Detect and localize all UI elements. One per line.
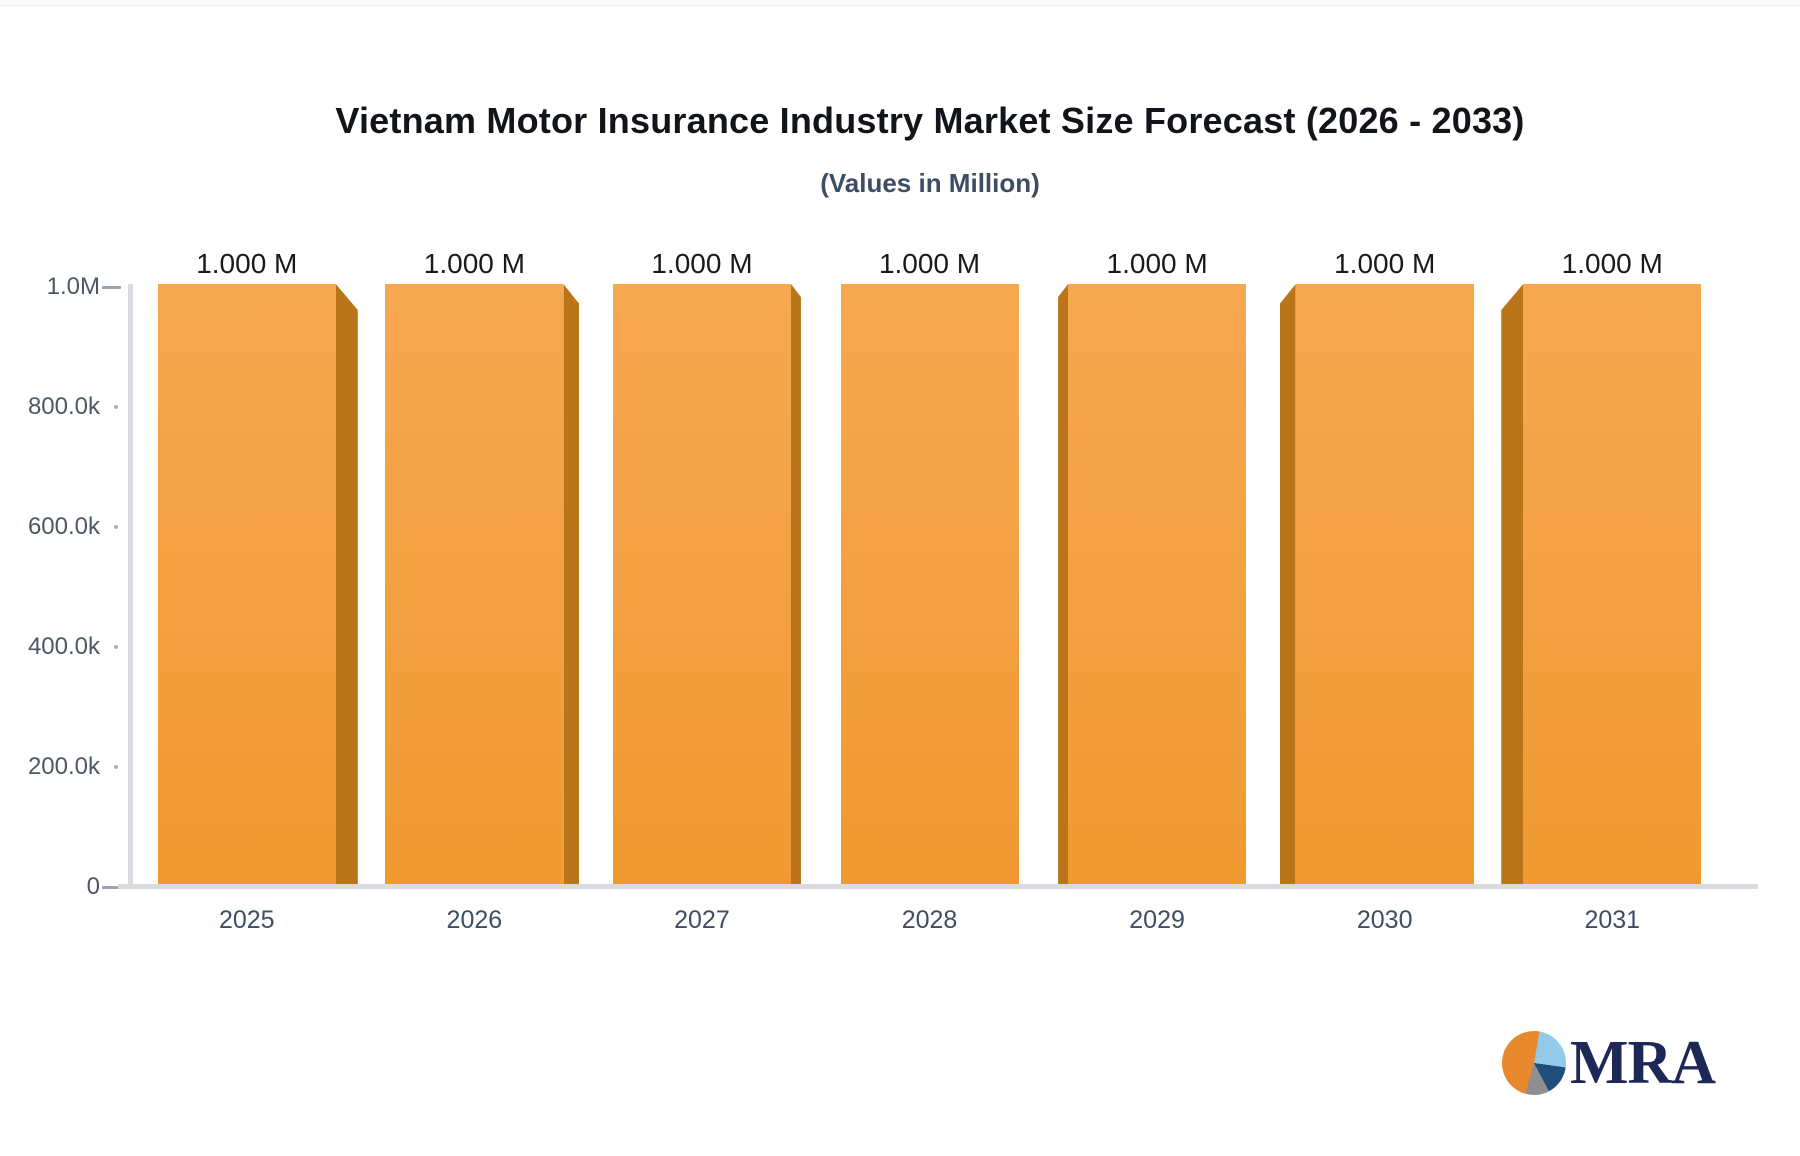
bar-slot: 1.000 M [816, 248, 1044, 886]
bar-2031 [1501, 284, 1702, 886]
x-tick-label: 2029 [1129, 906, 1185, 934]
x-tick-label: 2027 [674, 906, 730, 934]
bar-slot: 1.000 M [1271, 248, 1499, 886]
chart-subtitle: (Values in Million) [820, 168, 1040, 198]
y-tick-mark [102, 886, 121, 889]
y-tick-mark [114, 525, 118, 529]
bar-depth-edge [563, 284, 580, 886]
bar-face [1068, 284, 1247, 886]
y-tick-mark [114, 645, 118, 649]
bar-value-label: 1.000 M [196, 248, 298, 279]
bar-value-label: 1.000 M [651, 248, 753, 279]
y-tick-label: 400.0k [27, 633, 100, 660]
top-edge-divider [0, 0, 1800, 6]
bar-slot: 1.000 M [588, 248, 816, 886]
bar-face [612, 284, 791, 886]
bar-depth-edge [790, 284, 801, 886]
bar-face [385, 284, 564, 886]
y-tick-label: 200.0k [27, 753, 100, 780]
bar-slot: 1.000 M [133, 248, 361, 886]
y-tick-label: 0 [86, 873, 100, 900]
bar-2025 [157, 284, 358, 886]
bar-value-label: 1.000 M [1106, 248, 1208, 279]
x-tick-label: 2030 [1356, 906, 1413, 934]
bar-value-label: 1.000 M [1334, 248, 1436, 279]
y-tick-mark [102, 286, 121, 289]
y-axis-line [128, 284, 133, 886]
x-axis: 2025 2026 2027 2028 2029 2030 2031 [133, 902, 1726, 938]
y-tick-mark [114, 765, 118, 769]
y-tick-label: 800.0k [27, 393, 100, 420]
y-tick-label: 600.0k [27, 513, 100, 540]
x-tick-label: 2031 [1584, 906, 1641, 934]
bar-depth-edge [1279, 284, 1296, 886]
bar-2029 [1058, 284, 1247, 886]
bar-slot: 1.000 M [1043, 248, 1271, 886]
bar-face [157, 284, 336, 886]
bar-depth-edge [335, 284, 358, 886]
bar-slot: 1.000 M [1498, 248, 1726, 886]
bar-2030 [1279, 284, 1474, 886]
bar-value-label: 1.000 M [1561, 248, 1663, 279]
bar-slot: 1.000 M [361, 248, 589, 886]
pie-chart-icon [1502, 1031, 1566, 1095]
bar-depth-edge [1058, 284, 1069, 886]
bar-face [1523, 284, 1702, 886]
bar-face [1295, 284, 1474, 886]
y-tick-mark [114, 405, 118, 409]
bar-value-label: 1.000 M [878, 248, 981, 279]
chart-title: Vietnam Motor Insurance Industry Market … [335, 100, 1525, 141]
bar-value-label: 1.000 M [423, 248, 525, 279]
bar-2028 [840, 284, 1019, 886]
x-tick-label: 2025 [218, 906, 275, 934]
bar-depth-edge [1501, 284, 1524, 886]
x-axis-line [118, 884, 1758, 889]
logo-text: MRA [1570, 1029, 1716, 1097]
x-tick-label: 2026 [446, 906, 503, 934]
bar-face [840, 284, 1019, 886]
mra-logo: MRA [1502, 1028, 1716, 1098]
plot-area: 1.000 M 1.000 M 1.000 M 1.000 M [133, 248, 1726, 886]
x-tick-label: 2028 [901, 906, 958, 934]
y-tick-label: 1.0M [46, 273, 100, 300]
bar-2027 [612, 284, 801, 886]
bar-2026 [385, 284, 580, 886]
